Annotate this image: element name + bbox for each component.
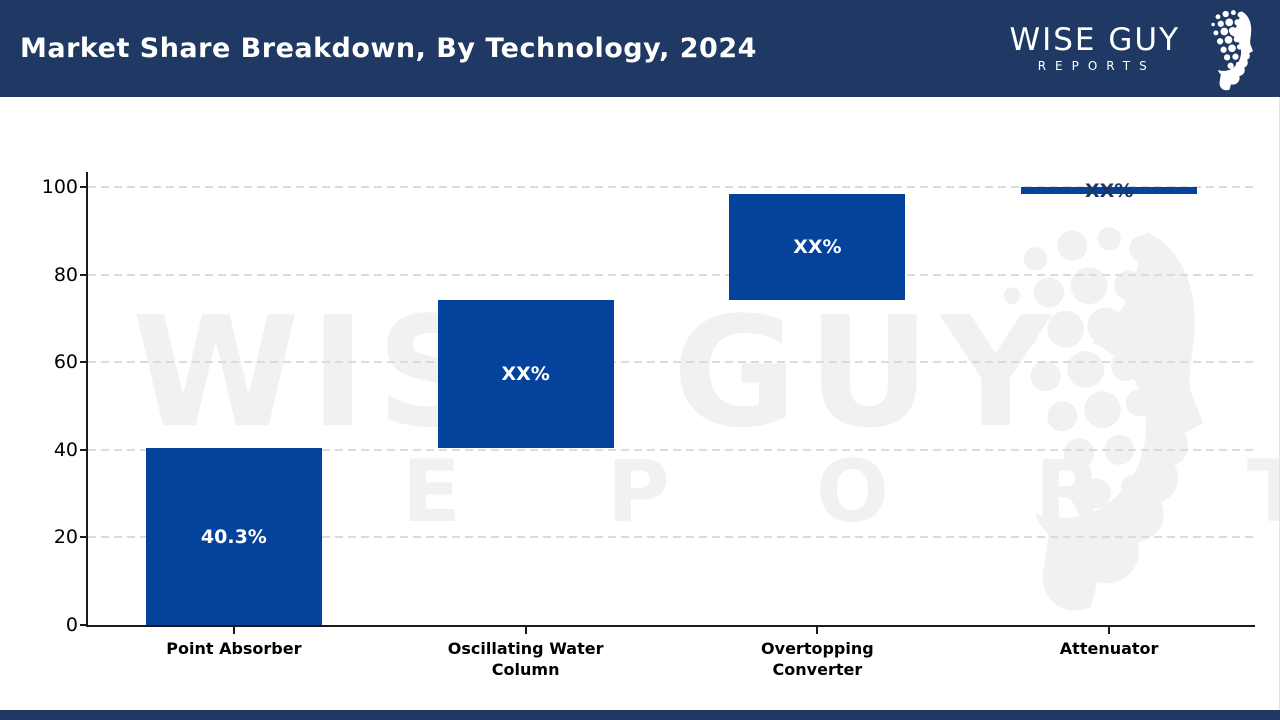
- x-tick-mark: [524, 627, 527, 634]
- y-axis-line: [86, 172, 88, 627]
- header-bar: Market Share Breakdown, By Technology, 2…: [0, 0, 1280, 97]
- bar-value-label: XX%: [793, 236, 842, 258]
- y-tick-mark: [80, 448, 88, 451]
- y-tick-mark: [80, 361, 88, 364]
- bar-attenuator: [1021, 187, 1198, 194]
- y-tick-label: 80: [53, 263, 78, 286]
- y-tick-label: 40: [53, 438, 78, 461]
- x-axis-label: Attenuator: [1059, 639, 1159, 658]
- y-tick-label: 0: [65, 614, 78, 636]
- y-tick-label: 20: [53, 526, 78, 549]
- logo-text: WISE GUY REPORTS: [1009, 24, 1180, 73]
- logo-face-icon: [1182, 7, 1254, 91]
- logo-wordmark: WISE GUY: [1009, 22, 1180, 59]
- page-title: Market Share Breakdown, By Technology, 2…: [20, 33, 757, 64]
- bar-overtopping-converter: [729, 194, 906, 300]
- y-tick-mark: [80, 273, 88, 276]
- watermark-face-icon: [868, 212, 1203, 614]
- footer-bar: [0, 710, 1280, 720]
- y-tick-label: 60: [53, 351, 78, 374]
- gridline-y20: [88, 536, 1255, 539]
- bar-point-absorber: [145, 448, 322, 625]
- x-axis-label: Oscillating Water Column: [447, 639, 604, 679]
- bar-oscillating-water-column: [437, 300, 614, 449]
- x-axis-line: [86, 625, 1255, 627]
- y-tick-mark: [80, 536, 88, 539]
- gridline-y40: [88, 448, 1255, 451]
- logo-subtitle: REPORTS: [1037, 58, 1156, 73]
- bar-value-label: 40.3%: [200, 525, 267, 548]
- x-axis-label: Overtopping Converter: [761, 639, 874, 679]
- gridline-y80: [88, 273, 1255, 276]
- chart-area: WISE GUY R E P O R T S 02040608010040.3%…: [0, 97, 1280, 710]
- x-axis-label: Point Absorber: [166, 639, 302, 658]
- bar-value-label: XX%: [501, 363, 550, 386]
- gridline-y60: [88, 361, 1255, 364]
- gridline-y100: [88, 186, 1255, 188]
- x-tick-mark: [232, 627, 235, 634]
- x-tick-mark: [816, 627, 819, 634]
- bar-value-label: XX%: [1084, 179, 1134, 202]
- y-tick-mark: [80, 624, 88, 626]
- y-tick-mark: [80, 186, 88, 188]
- wise-guy-reports-logo: WISE GUY REPORTS: [1009, 7, 1254, 91]
- y-tick-label: 100: [41, 176, 78, 198]
- x-tick-mark: [1108, 627, 1111, 634]
